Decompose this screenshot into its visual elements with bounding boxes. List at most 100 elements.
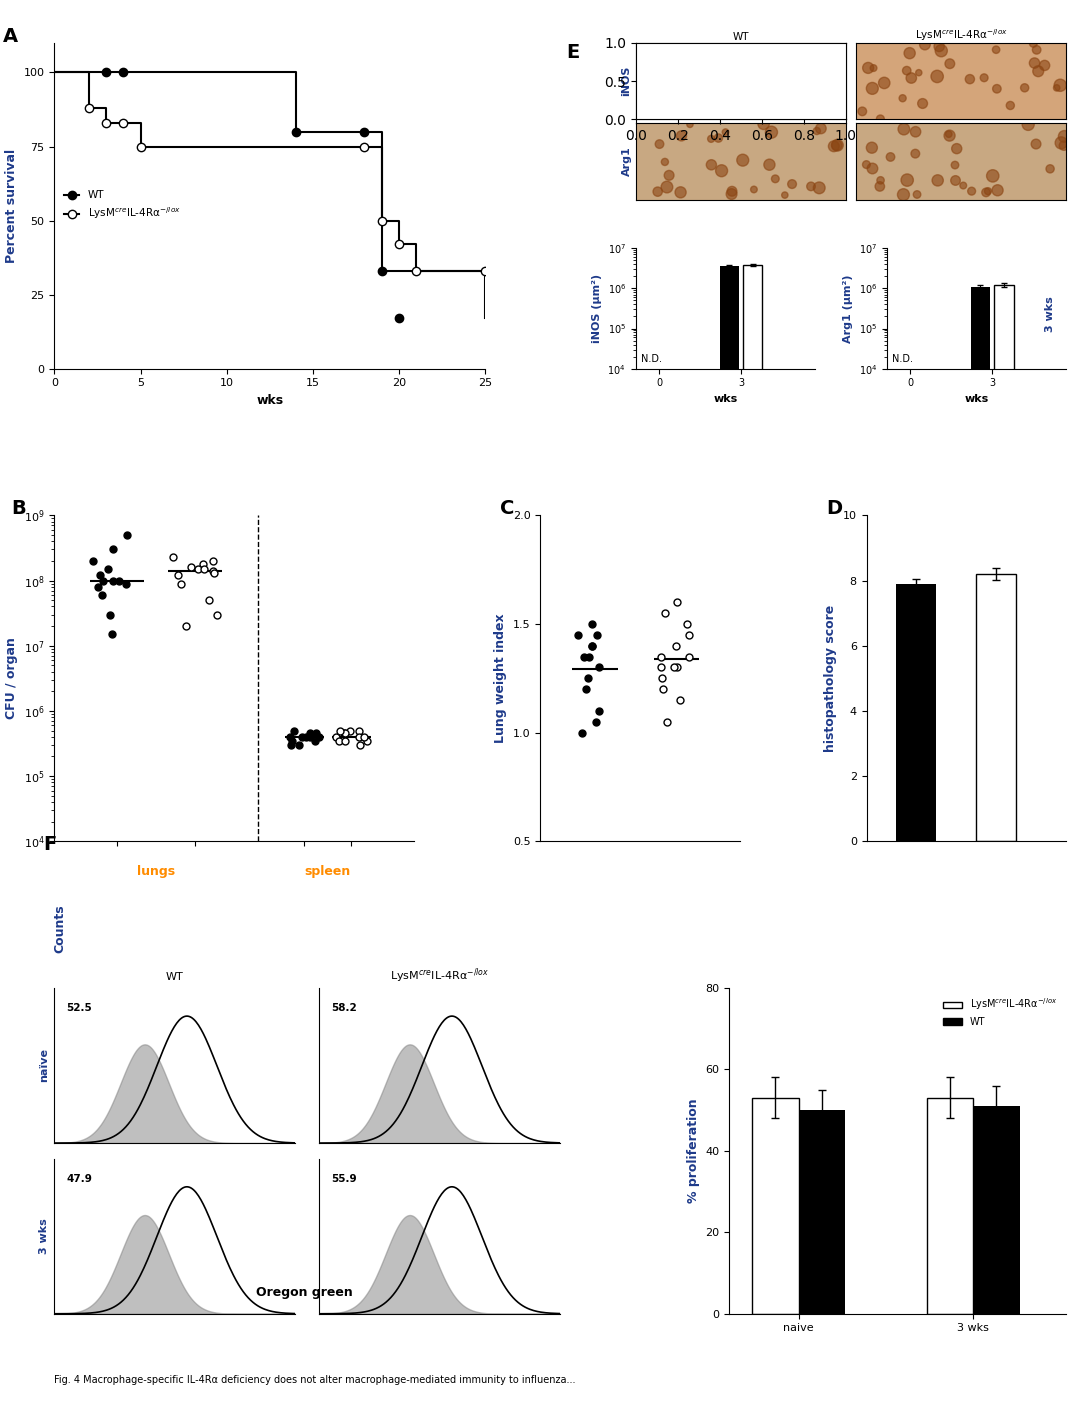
Point: [189, 558, 207, 581]
Point: [761, 153, 778, 176]
Point: [672, 124, 690, 147]
Point: [308, 723, 325, 745]
Point: [907, 120, 925, 143]
Point: [783, 173, 801, 196]
Point: [573, 721, 591, 744]
X-axis label: wks: wks: [714, 394, 738, 404]
Point: [752, 104, 769, 127]
Point: [977, 181, 994, 204]
Point: [755, 34, 772, 57]
Point: [734, 149, 752, 171]
Point: [753, 56, 770, 79]
Point: [706, 61, 724, 84]
Point: [930, 36, 948, 59]
Point: [358, 730, 375, 753]
Point: [755, 113, 772, 136]
Point: [941, 124, 959, 147]
Point: [591, 700, 608, 723]
Point: [857, 153, 875, 176]
Point: [1002, 94, 1019, 117]
Point: [104, 538, 122, 561]
Point: [103, 623, 121, 645]
Point: [350, 720, 368, 743]
Bar: [752, 1098, 799, 1314]
Point: [205, 561, 222, 584]
Point: [691, 84, 708, 107]
Point: [301, 723, 319, 745]
Point: [205, 550, 222, 573]
Point: [871, 169, 889, 191]
Point: [910, 61, 927, 84]
Point: [871, 176, 889, 198]
Point: [290, 734, 308, 757]
Point: [724, 180, 741, 203]
Point: [639, 84, 656, 107]
Point: [722, 63, 740, 86]
Point: [947, 154, 964, 177]
Point: [164, 545, 182, 568]
X-axis label: wks: wks: [256, 394, 283, 407]
Point: [864, 77, 881, 100]
Point: [282, 725, 299, 748]
Point: [871, 107, 889, 130]
Point: [976, 66, 993, 89]
Point: [576, 645, 593, 668]
Point: [863, 136, 880, 159]
Text: N.D.: N.D.: [892, 354, 913, 364]
Point: [336, 723, 354, 745]
Text: F: F: [44, 835, 57, 854]
Point: [659, 46, 677, 69]
Point: [881, 146, 899, 169]
Point: [310, 725, 327, 748]
Point: [653, 645, 670, 668]
Point: [738, 69, 755, 91]
Point: [584, 634, 602, 657]
Point: [579, 667, 596, 690]
Point: [666, 57, 683, 80]
Point: [808, 100, 826, 123]
Point: [984, 164, 1001, 187]
Point: [283, 730, 300, 753]
Point: [1055, 134, 1073, 157]
Point: [989, 178, 1006, 201]
Point: [735, 93, 753, 116]
Point: [341, 720, 358, 743]
Point: [668, 655, 685, 678]
Point: [569, 624, 586, 647]
Point: [205, 560, 222, 583]
Point: [916, 33, 934, 56]
Point: [894, 87, 912, 110]
Point: [101, 603, 119, 625]
Text: B: B: [11, 498, 26, 518]
Point: [671, 39, 689, 61]
Point: [301, 725, 319, 748]
Point: [688, 94, 705, 117]
Point: [908, 183, 926, 206]
Text: N.D.: N.D.: [641, 354, 662, 364]
Point: [914, 91, 931, 114]
Point: [200, 588, 218, 611]
Point: [665, 89, 682, 111]
Point: [331, 730, 348, 753]
Point: [792, 37, 809, 60]
Point: [860, 57, 877, 80]
Point: [829, 134, 846, 157]
Point: [899, 169, 916, 191]
Text: 52.5: 52.5: [66, 1002, 92, 1012]
Point: [906, 143, 924, 166]
Point: [876, 71, 893, 94]
Point: [722, 183, 740, 206]
Y-axis label: histopathology score: histopathology score: [825, 604, 838, 753]
Bar: [976, 574, 1016, 841]
Point: [894, 183, 912, 206]
Point: [183, 555, 200, 578]
Point: [306, 730, 323, 753]
Point: [668, 634, 685, 657]
Point: [653, 667, 670, 690]
Point: [196, 558, 213, 581]
Text: Fig. 4 Macrophage-specific IL-4Rα deficiency does not alter macrophage-mediated : Fig. 4 Macrophage-specific IL-4Rα defici…: [54, 1375, 576, 1385]
Point: [356, 725, 373, 748]
Point: [1025, 31, 1042, 54]
Point: [689, 36, 706, 59]
Point: [1048, 77, 1065, 100]
